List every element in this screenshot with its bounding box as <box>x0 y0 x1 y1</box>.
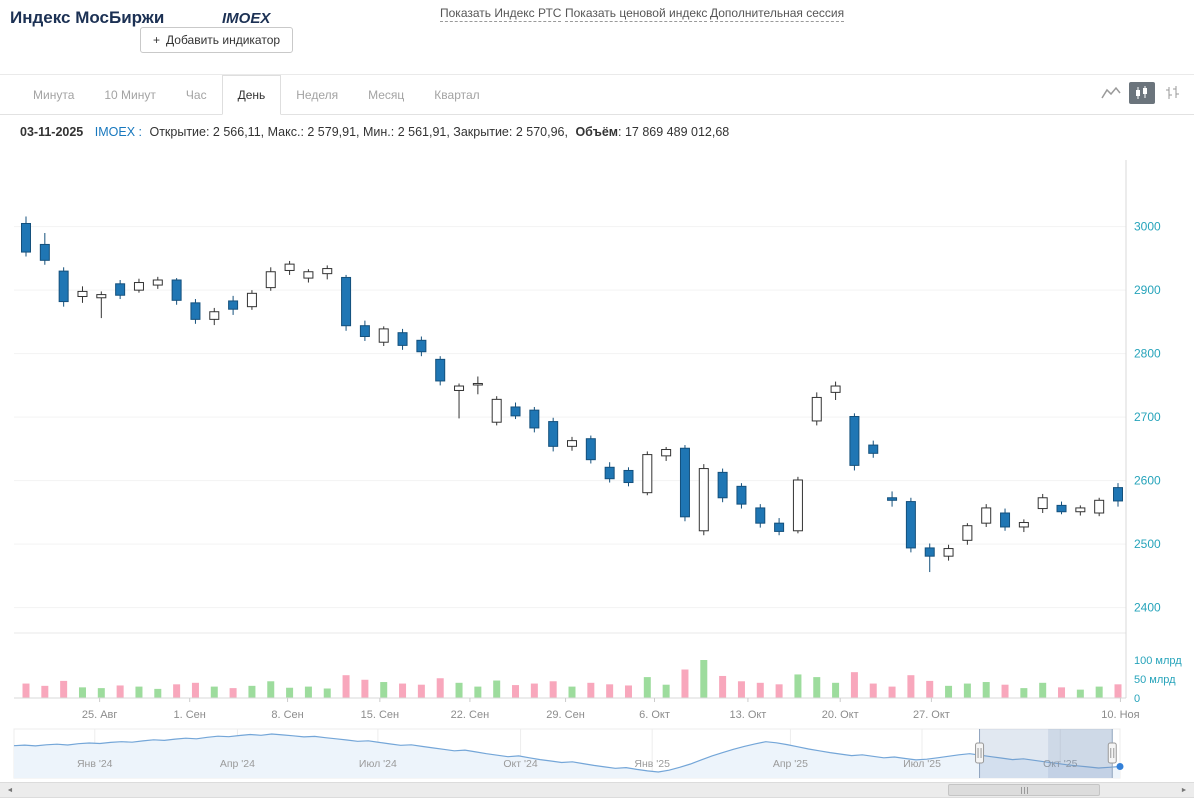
link-additional-session[interactable]: Дополнительная сессия <box>710 6 845 22</box>
svg-text:Июл '25: Июл '25 <box>903 758 941 770</box>
svg-text:8. Сен: 8. Сен <box>271 709 303 721</box>
plus-icon: + <box>153 33 161 47</box>
svg-text:22. Сен: 22. Сен <box>451 709 489 721</box>
navigator-selection[interactable] <box>979 729 1113 778</box>
timeframe-tab-5[interactable]: Неделя <box>281 75 354 114</box>
svg-text:25. Авг: 25. Авг <box>82 709 118 721</box>
candlestick-icon <box>1136 86 1147 99</box>
timeframe-tabs: Минута 10 Минут Час День Неделя Месяц Квартал <box>0 74 1194 115</box>
info-symbol: IMOEX : <box>94 125 142 139</box>
add-indicator-button[interactable]: + Добавить индикатор <box>140 27 294 53</box>
svg-text:50 млрд: 50 млрд <box>1134 674 1176 686</box>
svg-text:Апр '24: Апр '24 <box>220 758 255 770</box>
svg-text:2500: 2500 <box>1134 537 1161 551</box>
candlestick-series <box>21 216 1123 573</box>
svg-text:10. Ноя: 10. Ноя <box>1101 709 1139 721</box>
timeframe-tab-6[interactable]: Месяц <box>353 75 420 114</box>
svg-text:2800: 2800 <box>1134 347 1161 361</box>
page-title: Индекс МосБиржи <box>10 8 165 27</box>
svg-text:2600: 2600 <box>1134 474 1161 488</box>
chart-type-switcher <box>1098 82 1186 104</box>
svg-text:20. Окт: 20. Окт <box>822 709 859 721</box>
svg-text:0: 0 <box>1134 693 1140 705</box>
info-date: 03-11-2025 <box>20 125 84 139</box>
link-show-price-index[interactable]: Показать ценовой индекс <box>565 6 708 22</box>
timeframe-tab-3[interactable]: Час <box>170 75 222 114</box>
candlestick-chart-type-button[interactable] <box>1129 82 1155 104</box>
svg-text:Окт '24: Окт '24 <box>503 758 537 770</box>
svg-text:27. Окт: 27. Окт <box>913 709 950 721</box>
svg-text:13. Окт: 13. Окт <box>729 709 766 721</box>
link-show-rts-index[interactable]: Показать Индекс РТС <box>440 6 562 22</box>
svg-text:Янв '25: Янв '25 <box>634 758 670 770</box>
svg-text:Янв '24: Янв '24 <box>77 758 113 770</box>
timeframe-tab-2[interactable]: 10 Минут <box>89 75 171 114</box>
line-chart-icon <box>1101 86 1121 99</box>
svg-text:15. Сен: 15. Сен <box>361 709 399 721</box>
ohlc-bars-chart-type-button[interactable] <box>1160 82 1186 104</box>
timeframe-tab-1[interactable]: Минута <box>18 75 90 114</box>
navigator-handle-left[interactable] <box>975 729 985 778</box>
main-chart[interactable]: 2400 2500 2600 2700 2800 2900 3000 100 млрд 50 м… <box>0 150 1194 780</box>
line-chart-type-button[interactable] <box>1098 82 1124 104</box>
add-indicator-label: Добавить индикатор <box>166 33 281 47</box>
navigator[interactable]: Янв '24 Апр '24 Июл '24 Окт '24 Янв '25 Апр '… <box>13 728 1124 779</box>
timeframe-tab-4[interactable]: День <box>221 75 282 115</box>
ohlc-info-bar: 03-11-2025 IMOEX : Открытие: 2 566,11, М… <box>20 125 729 139</box>
svg-text:2900: 2900 <box>1134 283 1161 297</box>
info-volume-value: : 17 869 489 012,68 <box>618 125 730 139</box>
scrollbar-thumb[interactable] <box>948 784 1100 796</box>
navigator-current-dot <box>1116 763 1124 771</box>
info-ohlc-values: Открытие: 2 566,11, Макс.: 2 579,91, Мин… <box>149 125 568 139</box>
volume-series <box>22 660 1122 698</box>
svg-text:100 млрд: 100 млрд <box>1134 655 1182 667</box>
svg-text:Апр '25: Апр '25 <box>773 758 808 770</box>
price-grid: 2400 2500 2600 2700 2800 2900 3000 <box>14 220 1161 615</box>
symbol-label: IMOEX <box>222 10 271 27</box>
scroll-right-arrow[interactable]: ► <box>1180 786 1188 794</box>
svg-text:Июл '24: Июл '24 <box>359 758 397 770</box>
ohlc-bars-icon <box>1166 86 1179 99</box>
svg-text:6. Окт: 6. Окт <box>639 709 670 721</box>
scrollbar-grip-icon <box>1020 787 1028 794</box>
info-volume-label: Объём <box>575 125 619 139</box>
svg-text:2700: 2700 <box>1134 410 1161 424</box>
svg-text:29. Сен: 29. Сен <box>546 709 584 721</box>
svg-text:2400: 2400 <box>1134 601 1161 615</box>
svg-text:Окт '25: Окт '25 <box>1043 758 1077 770</box>
scroll-left-arrow[interactable]: ◄ <box>6 786 14 794</box>
horizontal-scrollbar[interactable]: ◄ ► <box>0 782 1194 798</box>
svg-text:3000: 3000 <box>1134 220 1161 234</box>
svg-text:1. Сен: 1. Сен <box>174 709 206 721</box>
navigator-handle-right[interactable] <box>1107 729 1117 778</box>
timeframe-tab-7[interactable]: Квартал <box>419 75 495 114</box>
